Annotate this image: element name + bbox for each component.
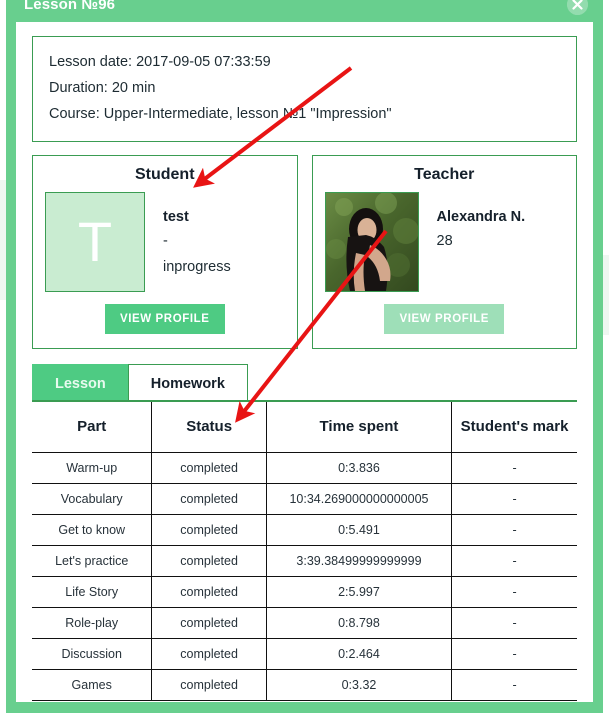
student-card: Student T test - inprogress VIEW PROFILE — [32, 155, 298, 349]
time-spent-cell: 0:3.32 — [266, 669, 453, 701]
table-row: Get to know completed 0:5.491- — [32, 514, 577, 546]
lesson-duration-line: Duration: 20 min — [49, 80, 156, 96]
tabs-underline — [32, 400, 577, 402]
table-row: Games completed 0:3.32- — [32, 669, 577, 701]
table-row: Role-play completed 0:8.798- — [32, 607, 577, 639]
status-cell: completed — [151, 514, 267, 546]
part-cell: Get to know — [32, 514, 153, 546]
student-mark-cell: - — [451, 576, 577, 608]
student-mark-cell: - — [451, 669, 577, 701]
time-spent-cell: 0:8.798 — [266, 607, 453, 639]
status-cell: completed — [151, 452, 267, 484]
student-mark-cell: - — [451, 514, 577, 546]
tab-lesson[interactable]: Lesson — [32, 364, 129, 402]
teacher-avatar-photo — [324, 192, 419, 292]
student-mark-cell: - — [451, 607, 577, 639]
lesson-date-line: Lesson date: 2017-09-05 07:33:59 — [49, 54, 271, 70]
table-row: Life Story completed 2:5.997- — [32, 576, 577, 608]
tab-homework[interactable]: Homework — [127, 364, 248, 402]
student-heading: Student — [134, 166, 195, 183]
status-cell: completed — [151, 483, 267, 515]
time-spent-cell: 0:5.491 — [266, 514, 453, 546]
student-status: inprogress — [163, 259, 231, 275]
time-spent-cell: 10:34.269000000000005 — [266, 483, 453, 515]
table-row: Let's practice completed 3:39.384999999999… — [32, 545, 577, 577]
part-cell: Warm-up — [32, 452, 153, 484]
table-header-row: Part Status Time spent Student's mark — [32, 402, 577, 453]
student-detail-1: - — [163, 233, 168, 249]
teacher-detail-1: 28 — [436, 233, 453, 249]
teacher-card: Teacher — [311, 155, 577, 349]
lesson-modal: Lesson №96 Lesson date: 2017-09-05 07:33… — [6, 0, 603, 713]
lesson-parts-body: Warm-up completed 0:3.836- Vocabulary comple… — [32, 452, 577, 701]
lesson-parts-table: Part Status Time spent Student's mark Wa… — [32, 402, 577, 701]
time-spent-cell: 0:3.836 — [266, 452, 453, 484]
column-header-status: Status — [151, 402, 267, 453]
status-cell: completed — [151, 576, 267, 608]
student-name: test — [163, 209, 189, 225]
student-mark-cell: - — [451, 545, 577, 577]
table-row: Discussion completed 0:2.464- — [32, 638, 577, 670]
part-cell: Games — [32, 669, 153, 701]
student-mark-cell: - — [451, 452, 577, 484]
part-cell: Life Story — [32, 576, 153, 608]
part-cell: Let's practice — [32, 545, 153, 577]
student-mark-cell: - — [451, 638, 577, 670]
modal-title: Lesson №96 — [24, 0, 116, 13]
column-header-students-mark: Student's mark — [451, 402, 577, 453]
student-mark-cell: - — [451, 483, 577, 515]
column-header-time-spent: Time spent — [266, 402, 453, 453]
content-tabs: Lesson Homework — [32, 363, 577, 402]
status-cell: completed — [151, 545, 267, 577]
participants-row: Student T test - inprogress VIEW PROFILE… — [32, 155, 577, 349]
modal-body: Lesson date: 2017-09-05 07:33:59 Duratio… — [16, 22, 593, 702]
time-spent-cell: 0:2.464 — [266, 638, 453, 670]
table-row: Warm-up completed 0:3.836- — [32, 452, 577, 484]
part-cell: Discussion — [32, 638, 153, 670]
lesson-info-panel: Lesson date: 2017-09-05 07:33:59 Duratio… — [32, 36, 577, 142]
teacher-name: Alexandra N. — [436, 209, 526, 225]
table-row: Vocabulary completed 10:34.269000000000005… — [32, 483, 577, 515]
time-spent-cell: 2:5.997 — [266, 576, 453, 608]
part-cell: Role-play — [32, 607, 153, 639]
status-cell: completed — [151, 607, 267, 639]
student-avatar: T — [45, 192, 145, 292]
status-cell: completed — [151, 638, 267, 670]
column-header-part: Part — [32, 402, 153, 453]
teacher-heading: Teacher — [414, 166, 475, 183]
student-view-profile-button[interactable]: VIEW PROFILE — [104, 304, 225, 334]
close-icon[interactable] — [567, 0, 588, 15]
lesson-course-line: Course: Upper-Intermediate, lesson №1 "I… — [49, 106, 392, 122]
part-cell: Vocabulary — [32, 483, 153, 515]
time-spent-cell: 3:39.38499999999999 — [266, 545, 453, 577]
teacher-view-profile-button[interactable]: VIEW PROFILE — [384, 304, 505, 334]
modal-header: Lesson №96 — [6, 0, 603, 22]
status-cell: completed — [151, 669, 267, 701]
